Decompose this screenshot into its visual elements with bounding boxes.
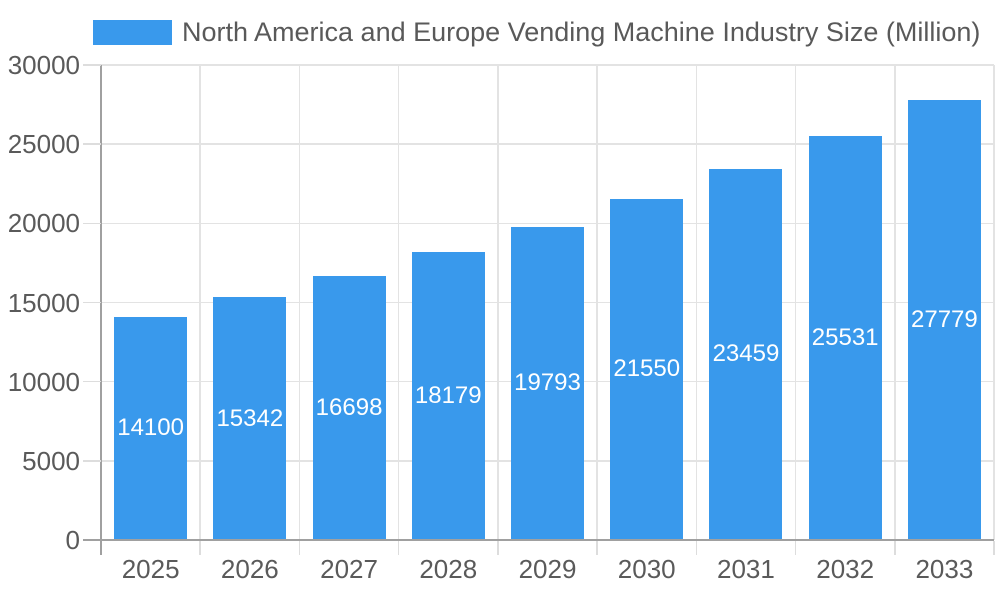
- bar-value-label: 27779: [911, 306, 978, 334]
- x-axis-tick-label: 2031: [717, 554, 775, 584]
- x-gridline: [794, 65, 797, 540]
- x-tick-mark: [596, 541, 598, 555]
- y-gridline: [101, 143, 994, 145]
- y-tick-mark: [83, 64, 101, 66]
- x-tick-mark: [794, 541, 797, 555]
- y-axis-tick-label: 30000: [7, 50, 80, 80]
- y-axis-line: [100, 65, 102, 555]
- x-axis-tick-label: 2026: [220, 554, 279, 584]
- y-tick-mark: [83, 380, 101, 383]
- bar-2030[interactable]: 21550: [610, 198, 684, 540]
- bar-2032[interactable]: 25531: [808, 135, 882, 540]
- x-axis-tick-label: 2033: [915, 554, 974, 584]
- x-axis-tick-label: 2025: [121, 554, 180, 584]
- x-gridline: [695, 65, 698, 540]
- y-axis-tick-label: 25000: [7, 129, 80, 160]
- bar-2029[interactable]: 19793: [511, 226, 584, 540]
- bar-value-label: 25531: [811, 323, 879, 351]
- x-tick-mark: [497, 541, 499, 555]
- legend-label: North America and Europe Vending Machine…: [182, 17, 981, 47]
- x-tick-mark: [199, 541, 201, 555]
- bar-value-label: 16698: [315, 393, 383, 421]
- x-axis-tick-label: 2028: [419, 554, 478, 584]
- y-axis-tick-label: 0: [65, 525, 80, 555]
- x-axis-tick-label: 2027: [320, 554, 378, 584]
- y-axis-tick-label: 15000: [7, 287, 80, 318]
- legend-item[interactable]: North America and Europe Vending Machine…: [93, 17, 981, 47]
- bar-value-label: 14100: [117, 414, 184, 442]
- x-gridline: [397, 65, 400, 540]
- bar-2025[interactable]: 14100: [114, 316, 188, 540]
- x-axis-tick-label: 2030: [617, 554, 676, 584]
- y-axis-tick-label: 10000: [7, 366, 80, 397]
- bar-2028[interactable]: 18179: [411, 252, 485, 540]
- bar-value-label: 19793: [514, 369, 581, 397]
- bar-value-label: 21550: [613, 355, 681, 383]
- y-tick-mark: [83, 143, 101, 145]
- bar-value-label: 15342: [216, 404, 284, 432]
- x-gridline: [993, 65, 995, 540]
- y-gridline: [101, 64, 994, 66]
- x-axis-line: [83, 539, 994, 541]
- x-tick-mark: [397, 541, 400, 555]
- y-axis-tick-label: 20000: [7, 208, 80, 239]
- x-tick-mark: [695, 541, 698, 555]
- bar-2033[interactable]: 27779: [907, 100, 981, 540]
- y-gridline: [101, 222, 994, 225]
- bar-value-label: 23459: [712, 340, 780, 368]
- legend-swatch-icon: [93, 20, 172, 45]
- plot-area: 14100 15342 16698 18179 19793 21550 23459 25531…: [101, 64, 995, 540]
- y-tick-mark: [83, 222, 101, 225]
- y-axis-tick-label: 5000: [22, 445, 80, 476]
- x-tick-mark: [298, 541, 301, 555]
- bar-2031[interactable]: 23459: [709, 168, 783, 540]
- x-tick-mark: [993, 541, 995, 555]
- y-tick-mark: [83, 460, 101, 462]
- x-gridline: [497, 65, 499, 540]
- x-gridline: [298, 65, 301, 540]
- x-gridline: [894, 65, 896, 540]
- x-gridline: [596, 65, 598, 540]
- x-axis-tick-label: 2032: [816, 554, 875, 584]
- x-gridline: [199, 65, 201, 540]
- y-tick-mark: [83, 301, 101, 304]
- x-axis-tick-label: 2029: [518, 554, 577, 584]
- bar-2026[interactable]: 15342: [213, 297, 287, 540]
- x-tick-mark: [894, 541, 896, 555]
- bar-2027[interactable]: 16698: [312, 275, 386, 540]
- bar-value-label: 18179: [414, 382, 482, 410]
